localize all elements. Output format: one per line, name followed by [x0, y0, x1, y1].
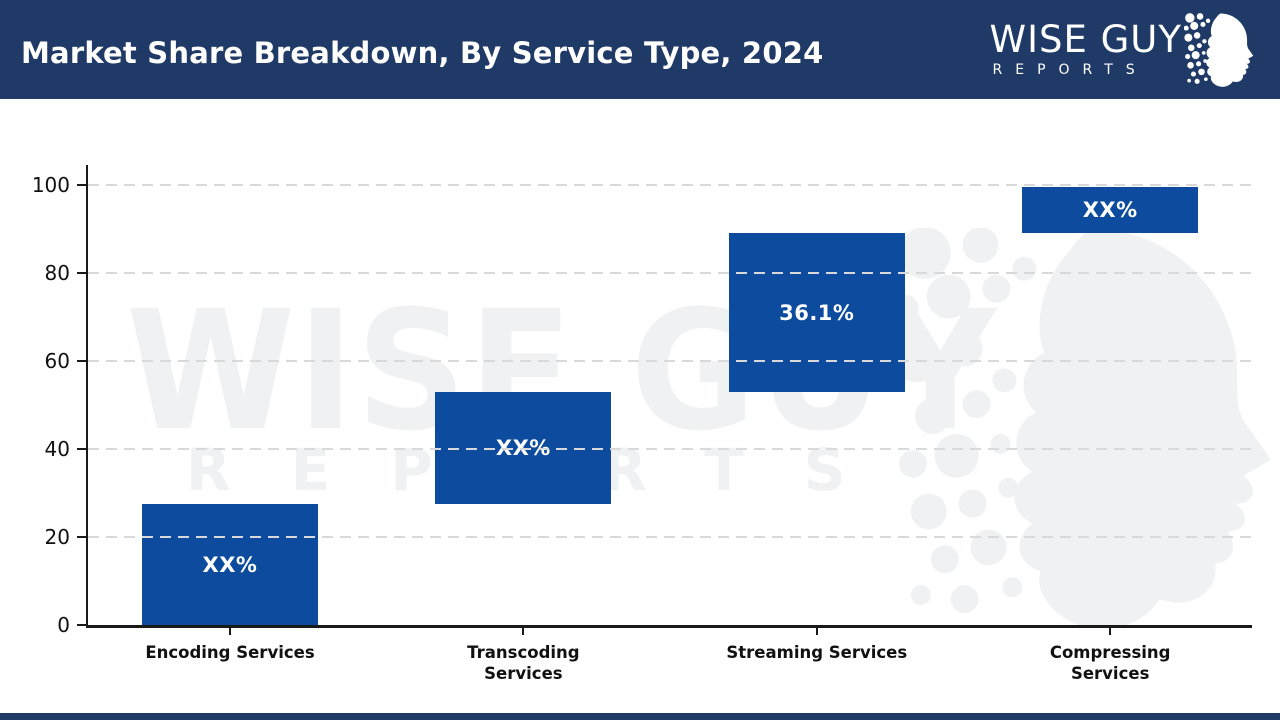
logo-reports-text: REPORTS [992, 62, 1148, 78]
category-label: Streaming Services [726, 643, 908, 662]
y-tick [77, 624, 86, 626]
y-tick [77, 272, 86, 274]
bar-value-label: XX% [202, 552, 258, 577]
x-tick [1109, 628, 1112, 635]
gridline [88, 448, 1252, 450]
category-label: Encoding Services [145, 643, 315, 662]
y-tick-label: 0 [57, 613, 70, 637]
header-bar: Market Share Breakdown, By Service Type,… [0, 0, 1280, 99]
y-tick-label: 40 [44, 437, 70, 461]
bar-segment: XX% [142, 504, 318, 625]
category-label: Transcoding Services [467, 643, 580, 683]
x-tick [522, 628, 525, 635]
logo-brand-text: WISE GUY [989, 18, 1182, 61]
bar-value-label: XX% [1082, 198, 1138, 223]
x-tick [229, 628, 231, 635]
category-label: Compressing Services [1049, 643, 1171, 683]
logo-text-block: WISE GUY REPORTS [990, 21, 1182, 78]
brand-logo: WISE GUY REPORTS [990, 10, 1254, 90]
wiseguy-head-icon [1184, 10, 1254, 90]
y-tick-label: 20 [44, 525, 70, 549]
gridline [88, 184, 1252, 186]
bar-segment: 36.1% [728, 233, 905, 393]
bar-value-label: 36.1% [779, 300, 855, 325]
chart-area: WISE GUY REPORTS XX%Encoding ServicesXX%… [0, 99, 1280, 713]
y-tick-label: 60 [44, 349, 70, 373]
y-tick-label: 100 [31, 173, 70, 197]
y-tick-label: 80 [44, 261, 70, 285]
chart-title: Market Share Breakdown, By Service Type,… [21, 35, 824, 70]
y-tick [77, 448, 86, 450]
plot: XX% Encoding Services XX% Transcoding Servi… [0, 99, 1280, 713]
y-tick [77, 360, 86, 362]
gridline [88, 536, 1252, 538]
gridline [88, 272, 1252, 274]
y-tick [77, 184, 86, 186]
footer-bar [0, 713, 1280, 720]
x-tick [815, 628, 818, 635]
gridline [88, 360, 1252, 362]
y-axis-line [86, 165, 88, 628]
y-tick [77, 536, 86, 538]
x-axis-line [86, 625, 1252, 628]
bar-segment: XX% [1022, 187, 1199, 234]
